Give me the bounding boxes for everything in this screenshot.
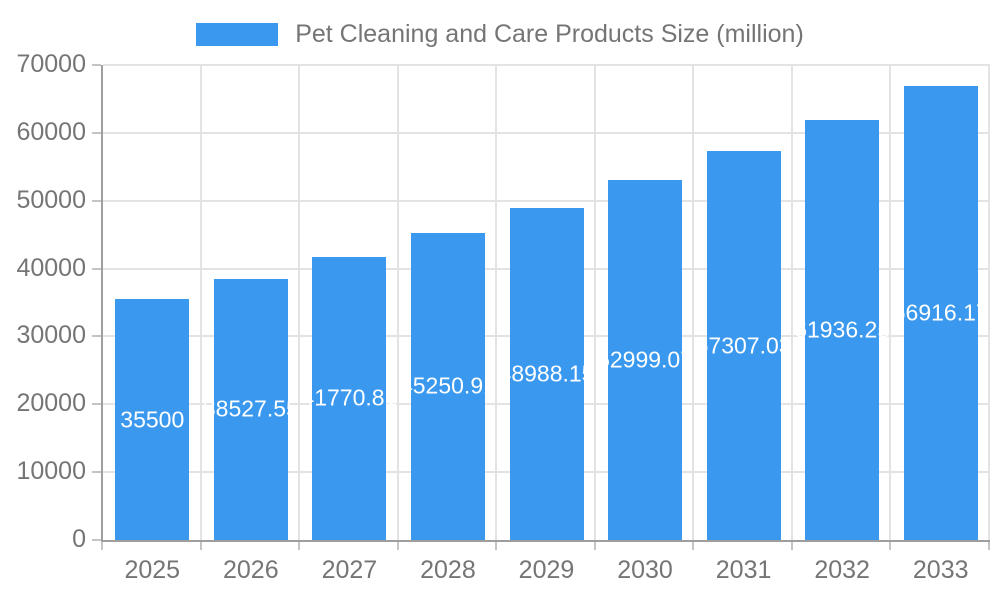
bar: 38527.55 — [203, 278, 299, 540]
y-gridline — [103, 131, 990, 134]
bar: 35500 — [115, 299, 190, 540]
legend-swatch — [196, 23, 279, 46]
y-tick-label: 30000 — [16, 321, 86, 350]
x-tick — [199, 542, 202, 550]
x-axis-line — [101, 540, 990, 542]
x-tick — [692, 542, 695, 550]
y-tick-label: 50000 — [16, 185, 86, 214]
x-tick — [495, 542, 498, 550]
y-axis-line — [101, 65, 103, 540]
y-tick — [92, 471, 101, 474]
plot-area: 35500 38527.55 41770.81 45250.91 48988.15 529… — [92, 64, 990, 550]
x-tick-label: 2030 — [617, 556, 673, 584]
y-tick-label: 40000 — [16, 253, 86, 282]
x-tick — [101, 542, 103, 550]
x-tick — [298, 542, 301, 550]
x-gridline — [495, 65, 498, 540]
x-gridline — [199, 65, 202, 540]
y-tick-label: 0 — [72, 525, 86, 553]
bar-value-label: 66916.17 — [892, 299, 989, 326]
x-gridline — [988, 65, 990, 540]
bar: 52999.07 — [597, 180, 693, 540]
x-tick — [889, 542, 892, 550]
y-tick-label: 60000 — [16, 117, 86, 146]
bar-value-label: 48988.15 — [498, 360, 595, 387]
x-gridline — [889, 65, 892, 540]
y-gridline — [103, 64, 990, 66]
bar-value-label: 38527.55 — [202, 395, 299, 422]
y-tick — [92, 335, 101, 338]
bar: 61936.25 — [794, 119, 890, 540]
bar: 41770.81 — [301, 256, 397, 540]
x-tick-label: 2028 — [420, 556, 476, 584]
bar-value-label: 52999.07 — [597, 346, 694, 373]
y-tick-label: 70000 — [16, 50, 86, 78]
legend-label: Pet Cleaning and Care Products Size (mil… — [295, 20, 804, 48]
bar-value-label: 45250.91 — [399, 372, 496, 399]
bar-value-label: 35500 — [120, 406, 185, 433]
bar-value-label: 57307.03 — [695, 332, 792, 359]
x-tick-label: 2033 — [912, 556, 969, 584]
x-tick — [790, 542, 793, 550]
x-gridline — [593, 65, 596, 540]
bar: 48988.15 — [499, 207, 594, 540]
y-tick — [92, 199, 101, 202]
x-tick-label: 2032 — [814, 556, 870, 584]
x-tick-label: 2027 — [321, 556, 378, 584]
y-tick — [92, 539, 101, 541]
y-tick — [92, 403, 101, 406]
bar-value-label: 61936.25 — [794, 316, 891, 343]
y-tick — [92, 131, 101, 134]
y-tick — [92, 267, 101, 270]
x-tick — [396, 542, 399, 550]
bar-value-label: 41770.81 — [301, 384, 398, 411]
x-tick-label: 2031 — [715, 556, 772, 584]
x-tick — [593, 542, 596, 550]
bar: 45250.91 — [400, 232, 496, 540]
y-gridline — [103, 199, 990, 202]
x-tick-label: 2029 — [518, 556, 575, 584]
x-gridline — [298, 65, 301, 540]
x-gridline — [692, 65, 695, 540]
x-tick — [988, 542, 990, 550]
x-gridline — [790, 65, 793, 540]
y-tick-label: 10000 — [16, 457, 86, 486]
bar: 66916.17 — [893, 85, 989, 540]
bar: 57307.03 — [696, 151, 792, 540]
x-tick-label: 2025 — [124, 556, 181, 584]
y-tick — [92, 64, 101, 66]
x-tick-label: 2026 — [223, 556, 279, 584]
y-tick-label: 20000 — [16, 389, 86, 418]
legend: Pet Cleaning and Care Products Size (mil… — [0, 20, 1000, 49]
x-gridline — [396, 65, 399, 540]
